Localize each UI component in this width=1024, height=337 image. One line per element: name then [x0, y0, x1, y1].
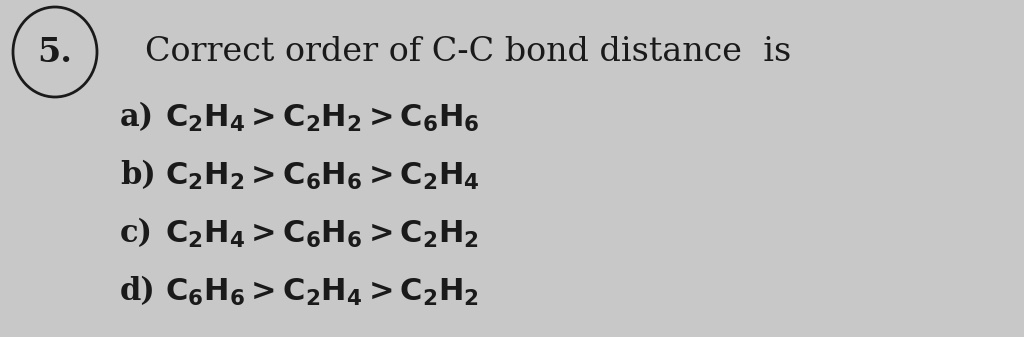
Text: $\mathbf{C_2H_4{>}C_6H_6{>}C_2H_2}$: $\mathbf{C_2H_4{>}C_6H_6{>}C_2H_2}$: [165, 218, 479, 250]
Text: c): c): [120, 218, 153, 249]
Text: d): d): [120, 276, 156, 307]
Text: Correct order of C-C bond distance  is: Correct order of C-C bond distance is: [145, 36, 792, 68]
Text: $\mathbf{C_2H_4{>}C_2H_2{>}C_6H_6}$: $\mathbf{C_2H_4{>}C_2H_2{>}C_6H_6}$: [165, 102, 479, 133]
Text: b): b): [120, 160, 156, 191]
Text: $\mathbf{C_2H_2{>}C_6H_6{>}C_2H_4}$: $\mathbf{C_2H_2{>}C_6H_6{>}C_2H_4}$: [165, 160, 480, 191]
Text: a): a): [120, 102, 155, 133]
Text: 5.: 5.: [38, 35, 73, 68]
Text: $\mathbf{C_6H_6{>}C_2H_4{>}C_2H_2}$: $\mathbf{C_6H_6{>}C_2H_4{>}C_2H_2}$: [165, 276, 479, 308]
